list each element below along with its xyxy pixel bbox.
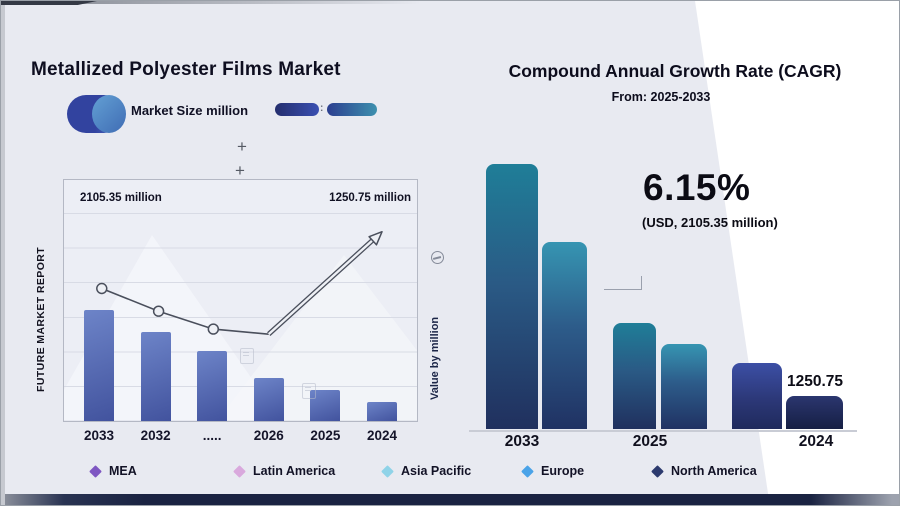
trend-arrow-line <box>96 230 383 336</box>
plus-decoration-icon: + <box>235 161 245 180</box>
x-tick-label: 2033 <box>504 433 540 450</box>
diamond-icon <box>89 464 102 478</box>
window-edge-top <box>1 1 421 4</box>
legend-item-north-america: North America <box>651 464 757 478</box>
window-edge-left <box>1 1 5 505</box>
x-tick-label: ..... <box>202 428 222 443</box>
x-tick-label: 2032 <box>140 428 171 443</box>
bar-2024 <box>366 401 397 421</box>
bar-2033 <box>84 310 114 421</box>
cagr-bar-2033-a <box>486 164 538 429</box>
legend-label: Europe <box>541 464 585 478</box>
diamond-icon <box>381 464 394 478</box>
document-watermark-icon <box>240 348 254 364</box>
cagr-bar-2025-b <box>661 344 707 429</box>
x-tick-label: 2026 <box>253 428 284 443</box>
ratio-separator: : <box>320 103 324 114</box>
diamond-icon <box>233 464 246 478</box>
bar-series <box>64 180 417 421</box>
end-value-annotation: 1250.75 million <box>329 192 411 204</box>
step-line-decoration <box>604 276 642 290</box>
legend-item-latin-america: Latin America <box>233 464 336 478</box>
document-watermark-icon <box>302 383 316 399</box>
x-tick-label: 2025 <box>632 433 668 450</box>
x-axis-line <box>469 430 857 432</box>
bar-2026 <box>253 377 284 421</box>
legend-label: MEA <box>109 464 137 478</box>
value-annotation: 1250.75 <box>787 373 844 390</box>
cagr-value: 6.15% <box>643 167 751 208</box>
market-size-label: Market Size million <box>131 103 249 118</box>
diamond-icon <box>651 464 664 478</box>
cagr-bar-2024-a <box>732 363 782 429</box>
y-axis-label-right: Value by million <box>429 316 441 401</box>
x-axis-labels: 2033 2032 ..... 2026 2025 2024 <box>63 428 418 443</box>
x-tick-label: 2033 <box>83 428 115 443</box>
diamond-icon <box>521 464 534 478</box>
x-tick-label: 2024 <box>798 433 834 450</box>
x-tick-label: 2024 <box>366 428 397 443</box>
legend-label: North America <box>671 464 757 478</box>
cagr-bar-2033-b <box>542 242 587 429</box>
legend-item-europe: Europe <box>521 464 585 478</box>
legend: MEA Latin America Asia Pacific Europe No… <box>1 464 899 486</box>
ratio-pill-dark <box>275 103 319 116</box>
start-value-annotation: 2105.35 million <box>80 192 162 204</box>
cagr-detail: (USD, 2105.35 million) <box>642 215 778 230</box>
circle-minus-icon <box>431 251 444 264</box>
legend-item-mea: MEA <box>89 464 137 478</box>
market-size-chart-panel: 2105.35 million 1250.75 million <box>63 179 418 422</box>
y-axis-label-left: FUTURE MARKET REPORT <box>35 246 47 392</box>
cagr-bar-2024-b <box>786 396 843 429</box>
ratio-pill-teal <box>327 103 377 116</box>
cagr-period-label: From: 2025-2033 <box>611 90 711 104</box>
window-corner-accent <box>1 1 97 5</box>
cagr-bar-2025-a <box>613 323 656 429</box>
bottom-accent-bar <box>1 494 899 505</box>
legend-label: Asia Pacific <box>401 464 472 478</box>
x-tick-label: 2025 <box>310 428 341 443</box>
bar-2032 <box>140 331 171 421</box>
cylinder-icon <box>67 95 126 133</box>
bar-ellipsis <box>197 351 228 421</box>
chart-gridlines <box>64 213 417 421</box>
legend-label: Latin America <box>253 464 336 478</box>
page-title: Metallized Polyester Films Market <box>31 59 341 80</box>
plus-decoration-icon: + <box>237 137 247 156</box>
legend-item-asia-pacific: Asia Pacific <box>381 464 472 478</box>
cagr-title: Compound Annual Growth Rate (CAGR) <box>508 61 842 81</box>
